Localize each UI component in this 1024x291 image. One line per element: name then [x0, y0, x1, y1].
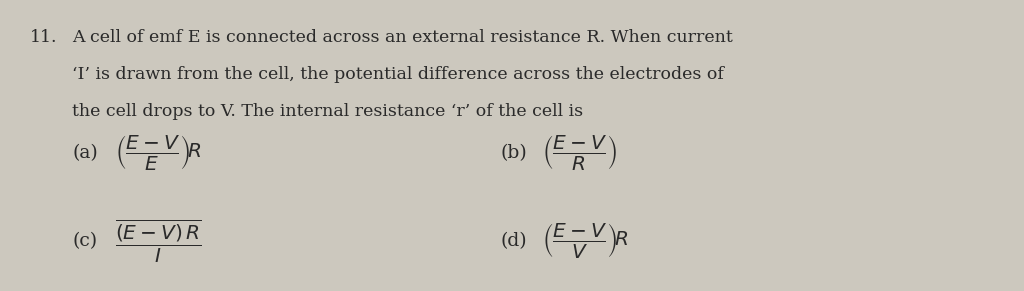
Text: $\left(\dfrac{E-V}{V}\right)\!R$: $\left(\dfrac{E-V}{V}\right)\!R$	[542, 221, 628, 260]
Text: (d): (d)	[500, 232, 526, 250]
Text: $\dfrac{\overline{(E-V)\,R}}{I}$: $\dfrac{\overline{(E-V)\,R}}{I}$	[115, 217, 201, 265]
Text: A cell of emf E is connected across an external resistance R. When current: A cell of emf E is connected across an e…	[72, 29, 733, 46]
Text: 11.: 11.	[30, 29, 57, 46]
Text: ‘I’ is drawn from the cell, the potential difference across the electrodes of: ‘I’ is drawn from the cell, the potentia…	[72, 66, 724, 83]
Text: (b): (b)	[500, 144, 526, 162]
Text: $\left(\dfrac{E-V}{E}\right)\!R$: $\left(\dfrac{E-V}{E}\right)\!R$	[115, 134, 201, 173]
Text: the cell drops to V. The internal resistance ‘r’ of the cell is: the cell drops to V. The internal resist…	[72, 103, 583, 120]
Text: (c): (c)	[72, 232, 97, 250]
Text: (a): (a)	[72, 144, 97, 162]
Text: $\left(\dfrac{E-V}{R}\right)$: $\left(\dfrac{E-V}{R}\right)$	[542, 134, 617, 173]
